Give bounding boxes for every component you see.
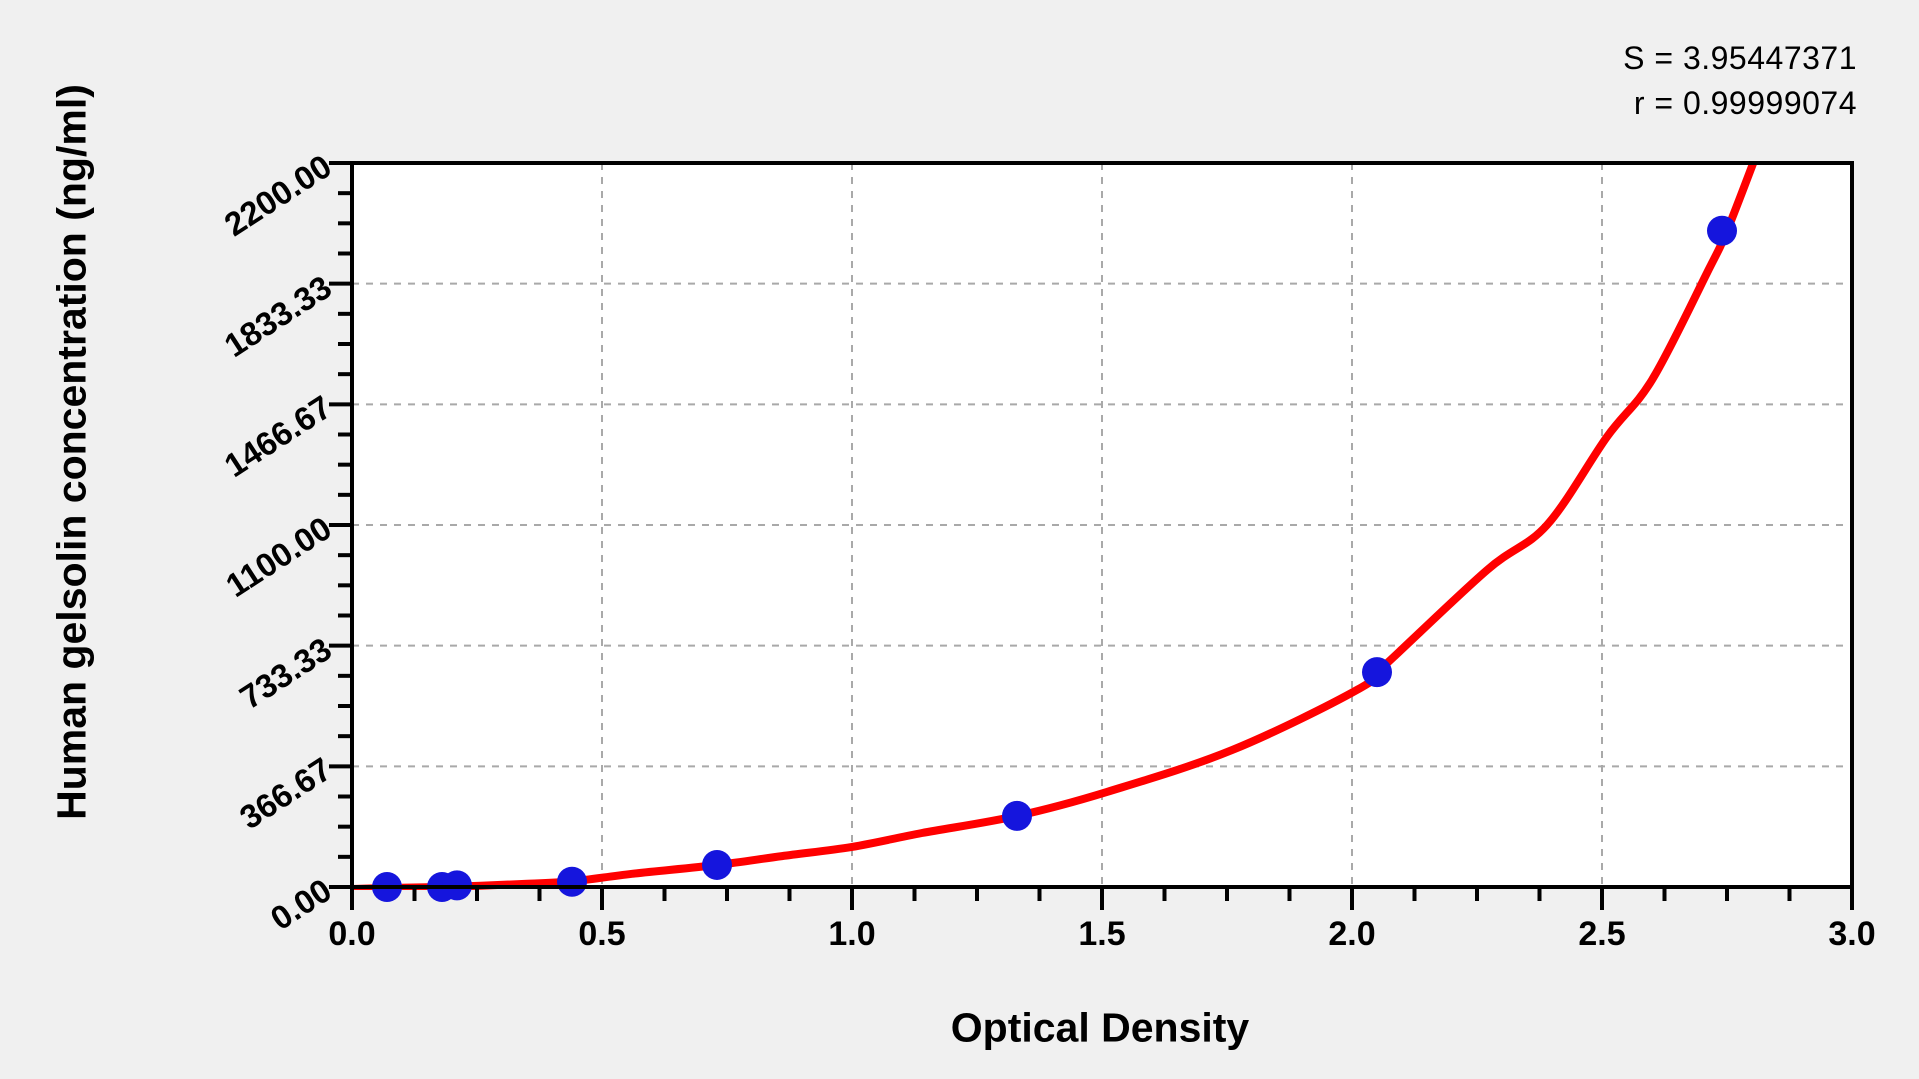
x-axis-title: Optical Density bbox=[950, 1004, 1250, 1051]
r-value: r = 0.99999074 bbox=[1633, 85, 1857, 121]
x-tick-label: 0.5 bbox=[578, 915, 626, 953]
x-tick-label: 2.0 bbox=[1328, 915, 1376, 953]
x-tick-label: 2.5 bbox=[1578, 915, 1626, 953]
fit-statistics: S = 3.95447371 r = 0.99999074 bbox=[1623, 36, 1857, 126]
x-tick-label: 0.0 bbox=[328, 915, 376, 953]
x-tick-label: 1.0 bbox=[828, 915, 876, 953]
standard-point bbox=[557, 866, 587, 897]
standard-point bbox=[702, 849, 732, 880]
standard-point bbox=[1362, 657, 1392, 688]
s-value: S = 3.95447371 bbox=[1623, 40, 1857, 76]
standard-point bbox=[1002, 800, 1032, 831]
standard-point bbox=[1707, 215, 1737, 246]
x-tick-label: 3.0 bbox=[1828, 915, 1876, 953]
x-tick-label: 1.5 bbox=[1078, 915, 1126, 953]
